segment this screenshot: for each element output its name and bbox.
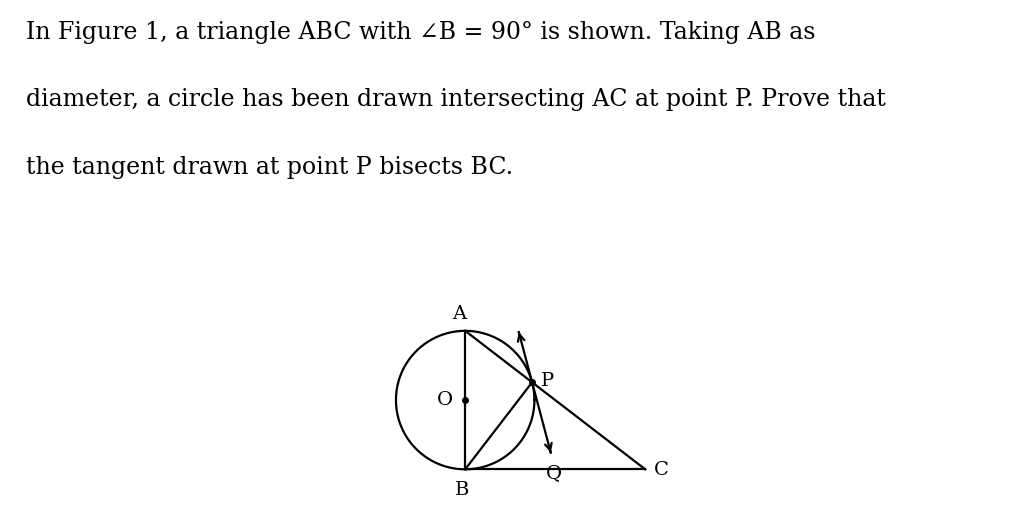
- Text: Q: Q: [546, 463, 562, 481]
- Text: O: O: [436, 390, 453, 408]
- Text: B: B: [455, 480, 469, 498]
- Text: C: C: [653, 461, 669, 478]
- Text: the tangent drawn at point P bisects BC.: the tangent drawn at point P bisects BC.: [26, 155, 513, 178]
- Text: diameter, a circle has been drawn intersecting AC at point P. Prove that: diameter, a circle has been drawn inters…: [26, 88, 886, 111]
- Text: In Figure 1, a triangle ABC with ∠B = 90° is shown. Taking AB as: In Figure 1, a triangle ABC with ∠B = 90…: [26, 21, 815, 43]
- Text: P: P: [541, 371, 554, 389]
- Text: A: A: [453, 304, 467, 322]
